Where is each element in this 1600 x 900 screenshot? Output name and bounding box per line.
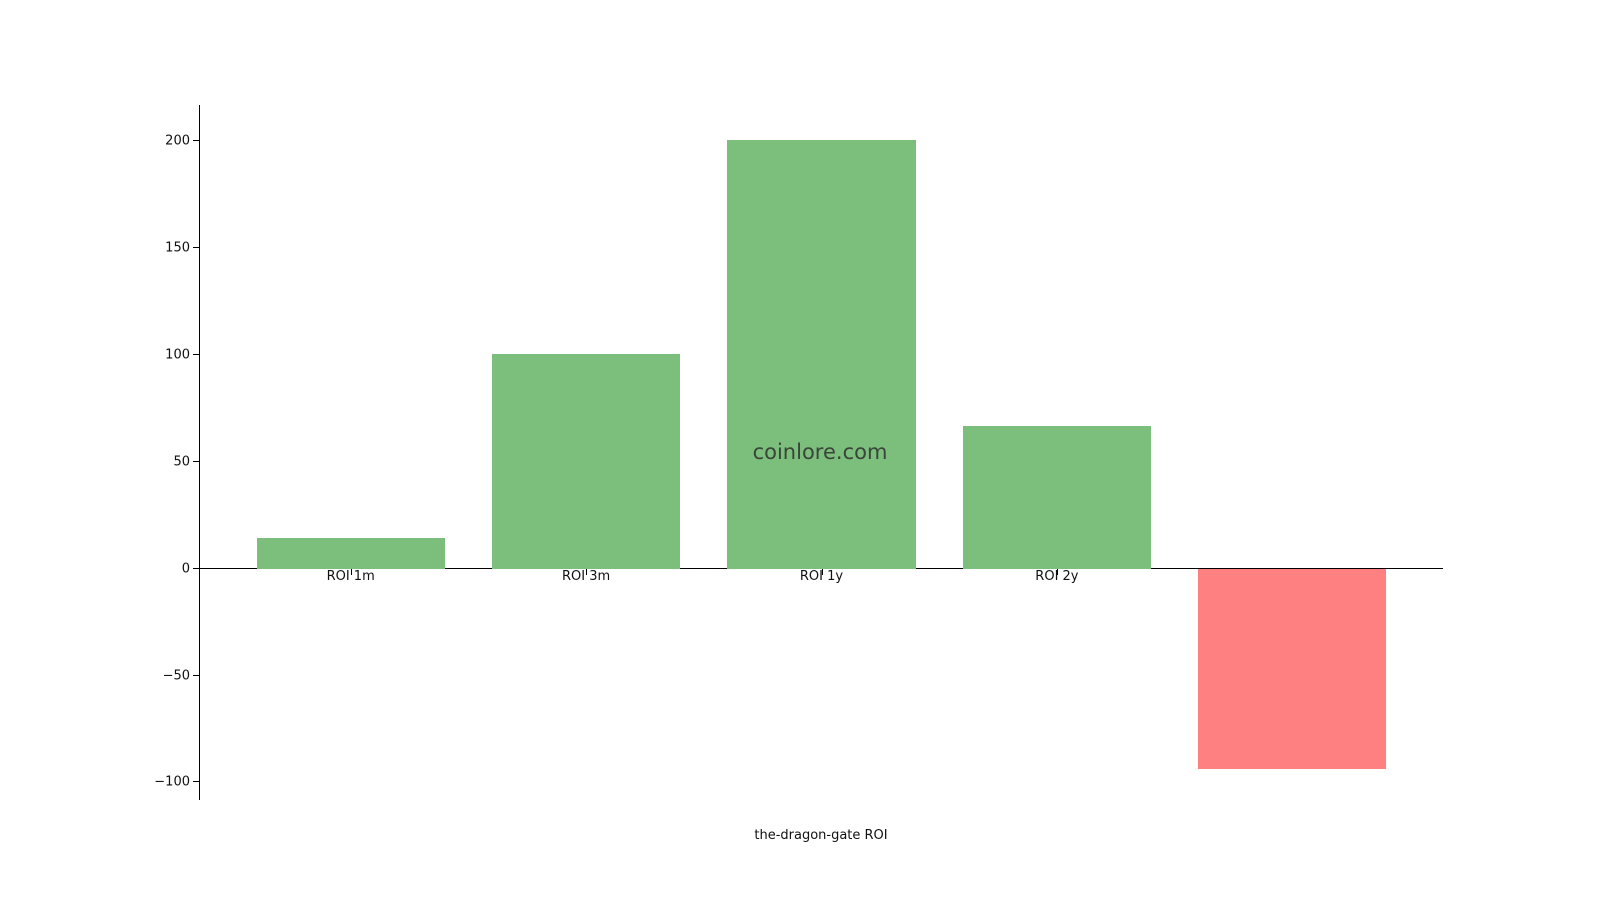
bar-roi-1m: [256, 537, 445, 569]
y-tick-label: −100: [154, 774, 190, 790]
x-tick-mark: [821, 568, 823, 575]
y-tick-label: 0: [181, 561, 190, 577]
y-tick-label: 200: [165, 133, 190, 149]
x-tick-label: ROI 1y: [799, 568, 844, 584]
chart-xlabel: the-dragon-gate ROI: [754, 828, 888, 843]
bar-bar-4: [1198, 568, 1387, 769]
y-tick-label: −50: [162, 668, 190, 684]
y-tick-label: 50: [173, 454, 190, 470]
y-tick-mark: [193, 781, 199, 783]
bar-roi-3m: [491, 353, 681, 569]
y-tick-mark: [193, 674, 199, 676]
y-tick-mark: [193, 460, 199, 462]
x-tick-mark: [350, 568, 352, 575]
x-tick-mark: [586, 568, 588, 575]
x-tick-label: ROI 3m: [561, 568, 611, 584]
y-tick-label: 100: [165, 347, 190, 363]
x-tick-label: ROI 2y: [1035, 568, 1079, 584]
y-tick-label: 150: [165, 240, 190, 256]
x-tick-label: ROI 1m: [326, 568, 375, 584]
y-tick-mark: [193, 354, 199, 356]
bar-roi-1y: [727, 139, 916, 569]
y-tick-mark: [193, 247, 199, 249]
x-tick-mark: [1056, 568, 1058, 575]
watermark: coinlore.com: [752, 440, 888, 464]
y-tick-mark: [193, 140, 199, 142]
y-axis-spine: [199, 105, 200, 800]
bar-roi-2y: [962, 425, 1152, 569]
y-tick-mark: [193, 567, 199, 569]
